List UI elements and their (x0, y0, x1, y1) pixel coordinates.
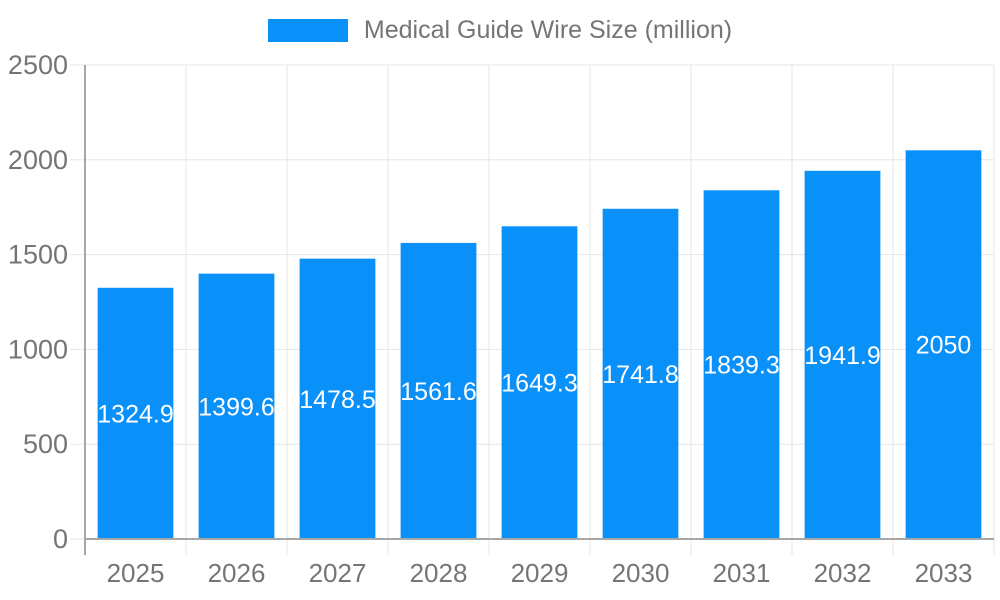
y-tick-label: 500 (23, 429, 68, 459)
bar-value-label: 1324.9 (97, 400, 173, 428)
legend-label: Medical Guide Wire Size (million) (363, 16, 733, 44)
bar[interactable] (198, 273, 275, 539)
x-tick-label: 2028 (410, 558, 468, 588)
bar-value-label: 1478.5 (299, 386, 375, 414)
bar[interactable] (905, 150, 982, 539)
bar[interactable] (501, 226, 578, 539)
y-tick-label: 1000 (8, 334, 68, 364)
bar[interactable] (804, 170, 881, 539)
chart-legend[interactable]: Medical Guide Wire Size (million) (0, 18, 1000, 43)
bar-value-label: 1561.6 (400, 378, 476, 406)
y-tick-label: 0 (53, 524, 68, 554)
x-tick-label: 2025 (107, 558, 165, 588)
bar-value-label: 2050 (916, 332, 972, 360)
x-tick-label: 2032 (814, 558, 872, 588)
bar-value-label: 1839.3 (703, 352, 779, 380)
x-tick-label: 2030 (612, 558, 670, 588)
bar[interactable] (602, 208, 679, 540)
bar[interactable] (703, 190, 780, 539)
x-tick-label: 2026 (208, 558, 266, 588)
bar-value-label: 1399.6 (198, 393, 274, 421)
x-tick-label: 2027 (309, 558, 367, 588)
bar[interactable] (97, 287, 174, 539)
x-tick-label: 2031 (713, 558, 771, 588)
y-tick-label: 1500 (8, 240, 68, 270)
x-tick-label: 2033 (915, 558, 973, 588)
y-tick-label: 2500 (8, 50, 68, 80)
bar[interactable] (400, 242, 477, 539)
bar[interactable] (299, 258, 376, 539)
bar-value-label: 1941.9 (804, 342, 880, 370)
bar-value-label: 1741.8 (602, 361, 678, 389)
y-tick-label: 2000 (8, 145, 68, 175)
x-tick-label: 2029 (511, 558, 569, 588)
legend-swatch (267, 19, 348, 42)
bar-value-label: 1649.3 (501, 370, 577, 398)
